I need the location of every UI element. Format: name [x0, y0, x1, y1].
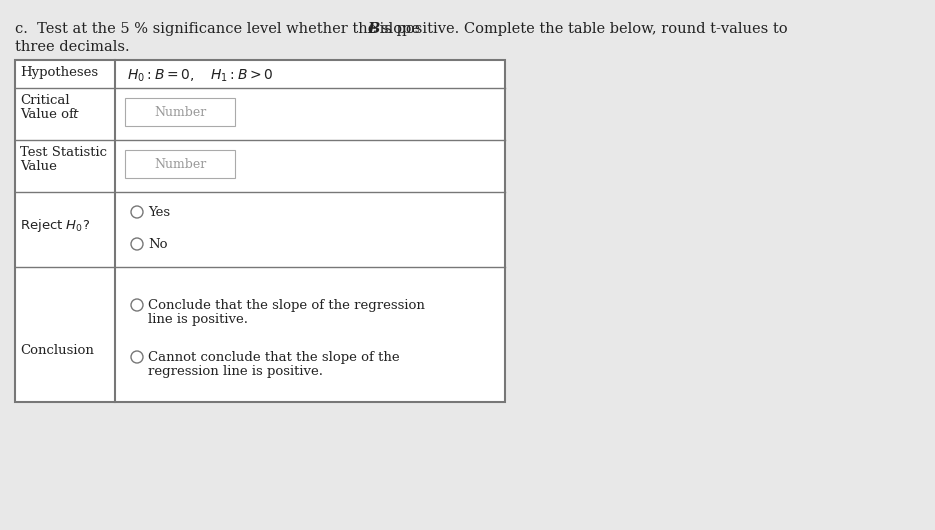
Text: Conclusion: Conclusion	[20, 344, 94, 357]
Text: $t$: $t$	[72, 108, 79, 121]
Text: Conclude that the slope of the regression: Conclude that the slope of the regressio…	[148, 299, 424, 312]
Text: Critical: Critical	[20, 94, 69, 107]
Circle shape	[131, 238, 143, 250]
Text: three decimals.: three decimals.	[15, 40, 130, 54]
Text: B: B	[367, 22, 380, 36]
Bar	[15, 60, 505, 402]
Text: c.  Test at the 5 % significance level whether the slope: c. Test at the 5 % significance level wh…	[15, 22, 424, 36]
Text: Number: Number	[154, 105, 206, 119]
Text: No: No	[148, 237, 167, 251]
Text: Hypotheses: Hypotheses	[20, 66, 98, 79]
Text: line is positive.: line is positive.	[148, 313, 248, 326]
Circle shape	[131, 206, 143, 218]
Text: Value: Value	[20, 160, 57, 173]
Text: Cannot conclude that the slope of the: Cannot conclude that the slope of the	[148, 351, 399, 364]
Circle shape	[131, 299, 143, 311]
Text: Value of: Value of	[20, 108, 79, 121]
Text: is positive. Complete the table below, round t-values to: is positive. Complete the table below, r…	[375, 22, 787, 36]
Text: regression line is positive.: regression line is positive.	[148, 365, 323, 378]
Bar	[125, 150, 235, 178]
Text: Test Statistic: Test Statistic	[20, 146, 107, 159]
Text: $H_0 : B = 0, \quad H_1 : B > 0$: $H_0 : B = 0, \quad H_1 : B > 0$	[127, 68, 274, 84]
Text: Number: Number	[154, 157, 206, 171]
Bar	[125, 98, 235, 126]
Bar	[15, 60, 505, 402]
Circle shape	[131, 351, 143, 363]
Text: Yes: Yes	[148, 206, 170, 218]
Text: Reject $H_0$?: Reject $H_0$?	[20, 217, 90, 234]
